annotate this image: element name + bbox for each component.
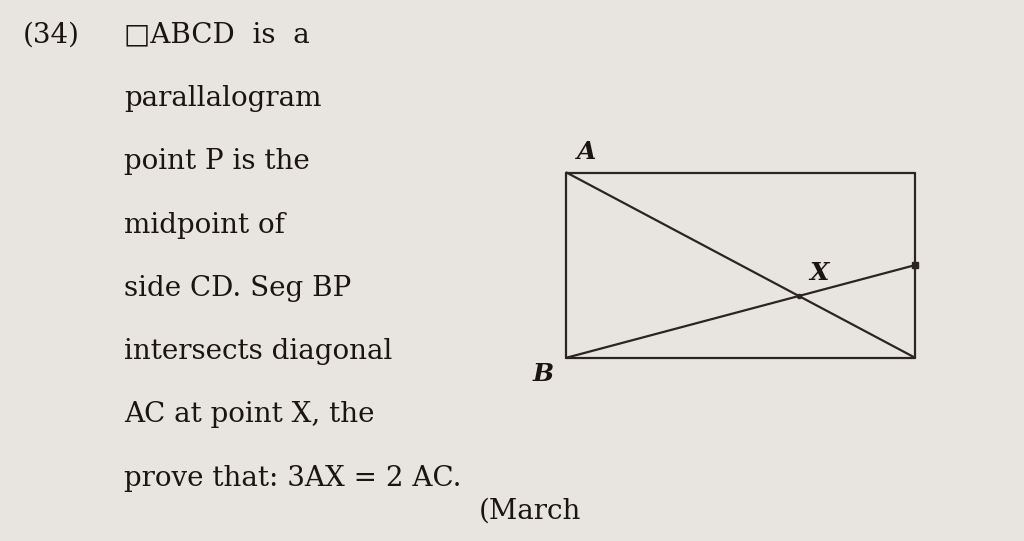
Text: B: B [532,362,553,386]
Text: intersects diagonal: intersects diagonal [124,338,392,365]
Text: (March: (March [479,498,581,525]
Text: side CD. Seg BP: side CD. Seg BP [124,275,351,302]
Text: AC at point X, the: AC at point X, the [124,401,375,428]
Text: point P is the: point P is the [124,148,309,175]
Text: (34): (34) [23,22,80,49]
Text: midpoint of: midpoint of [124,212,285,239]
Text: prove that: 3AX = 2 AC.: prove that: 3AX = 2 AC. [124,465,462,492]
Text: X: X [810,261,829,285]
Text: A: A [578,140,597,164]
Text: □ABCD  is  a: □ABCD is a [124,22,309,49]
Text: parallalogram: parallalogram [124,85,322,112]
